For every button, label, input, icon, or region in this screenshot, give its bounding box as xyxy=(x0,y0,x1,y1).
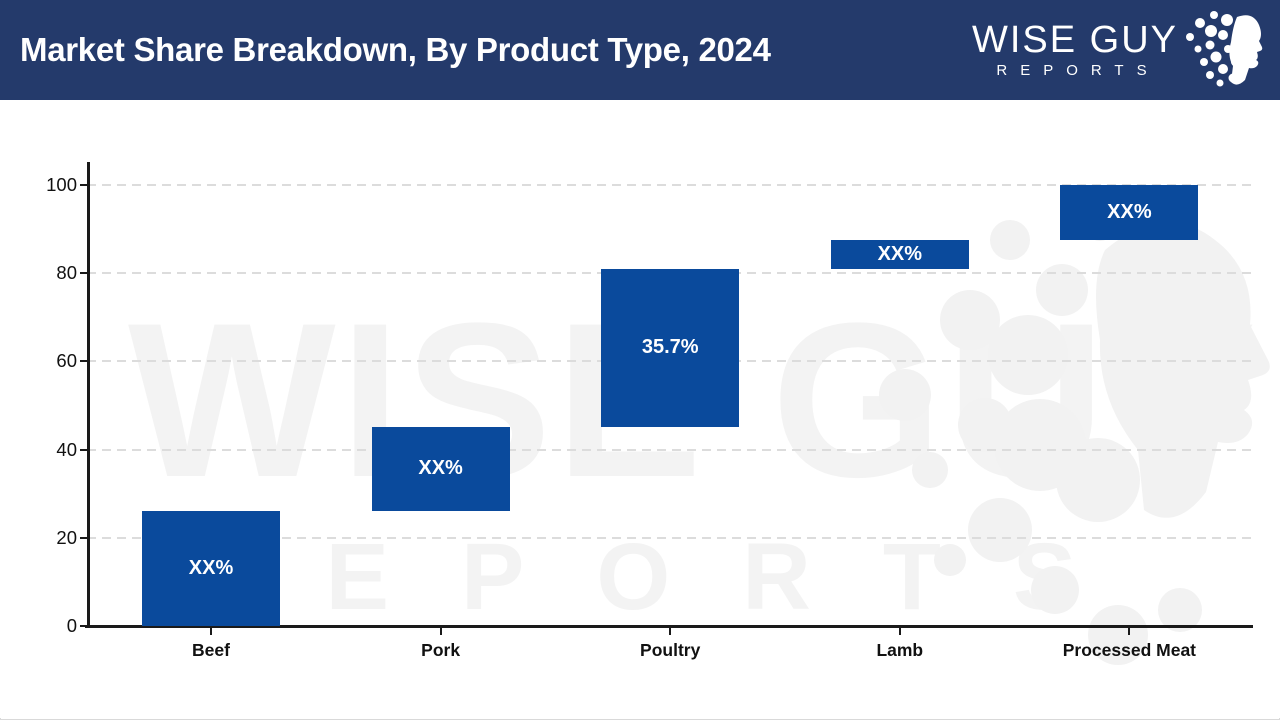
x-axis-label-0: Beef xyxy=(192,640,230,660)
y-axis-line xyxy=(87,162,90,628)
y-axis-label-100: 100 xyxy=(46,174,77,195)
bar-value-label: XX% xyxy=(188,557,234,580)
y-axis-label-20: 20 xyxy=(56,526,77,548)
y-axis-label-60: 60 xyxy=(56,350,77,372)
brand-logo-text: WISE GUY REPORTS xyxy=(972,21,1178,79)
bar-value-label: XX% xyxy=(877,243,923,266)
bar-lamb: XX% xyxy=(830,240,969,270)
brand-face-icon xyxy=(1186,11,1263,87)
x-axis-tick-3 xyxy=(898,627,901,635)
x-axis-label-3: Lamb xyxy=(876,640,924,660)
bar-value-label: 35.7% xyxy=(641,336,699,359)
x-axis-label-4: Processed Meat xyxy=(1062,640,1197,660)
gridline-40 xyxy=(87,448,1253,451)
chart-canvas: WISE GUY REPORTS 0 20 40 60 80 100 XX% Beef XX% P… xyxy=(0,100,1280,718)
y-axis-tick-100 xyxy=(80,184,87,186)
bar-pork: XX% xyxy=(371,426,510,512)
gridline-20 xyxy=(87,536,1253,539)
x-axis-line xyxy=(85,625,1253,628)
watermark-text-secondary: REPORTS xyxy=(185,524,1149,630)
x-axis-label-2: Poultry xyxy=(640,640,701,660)
y-axis-label-80: 80 xyxy=(56,262,77,284)
gridline-100 xyxy=(87,184,1253,186)
bar-poultry: 35.7% xyxy=(601,269,740,427)
x-axis-tick-1 xyxy=(439,627,442,635)
x-axis-label-1: Pork xyxy=(421,640,461,660)
page-title: Market Share Breakdown, By Product Type,… xyxy=(20,31,771,68)
y-axis-label-40: 40 xyxy=(56,438,77,460)
x-axis-tick-0 xyxy=(210,627,212,635)
bar-value-label: XX% xyxy=(418,457,463,480)
y-axis-tick-20 xyxy=(80,536,87,539)
y-axis-tick-60 xyxy=(80,360,87,363)
y-axis-tick-80 xyxy=(80,272,87,275)
x-axis-tick-2 xyxy=(669,627,672,635)
brand-name: WISE GUY xyxy=(971,19,1178,61)
brand-logo: WISE GUY REPORTS xyxy=(972,7,1266,93)
bar-beef: XX% xyxy=(142,511,280,626)
y-axis-tick-0 xyxy=(80,625,87,627)
bar-value-label: XX% xyxy=(1107,201,1152,224)
y-axis-label-0: 0 xyxy=(66,615,77,636)
brand-subname: REPORTS xyxy=(996,62,1160,79)
header: Market Share Breakdown, By Product Type,… xyxy=(0,0,1280,100)
bar-processed-meat: XX% xyxy=(1060,185,1199,241)
y-axis-tick-40 xyxy=(80,448,87,451)
x-axis-tick-4 xyxy=(1128,627,1131,635)
